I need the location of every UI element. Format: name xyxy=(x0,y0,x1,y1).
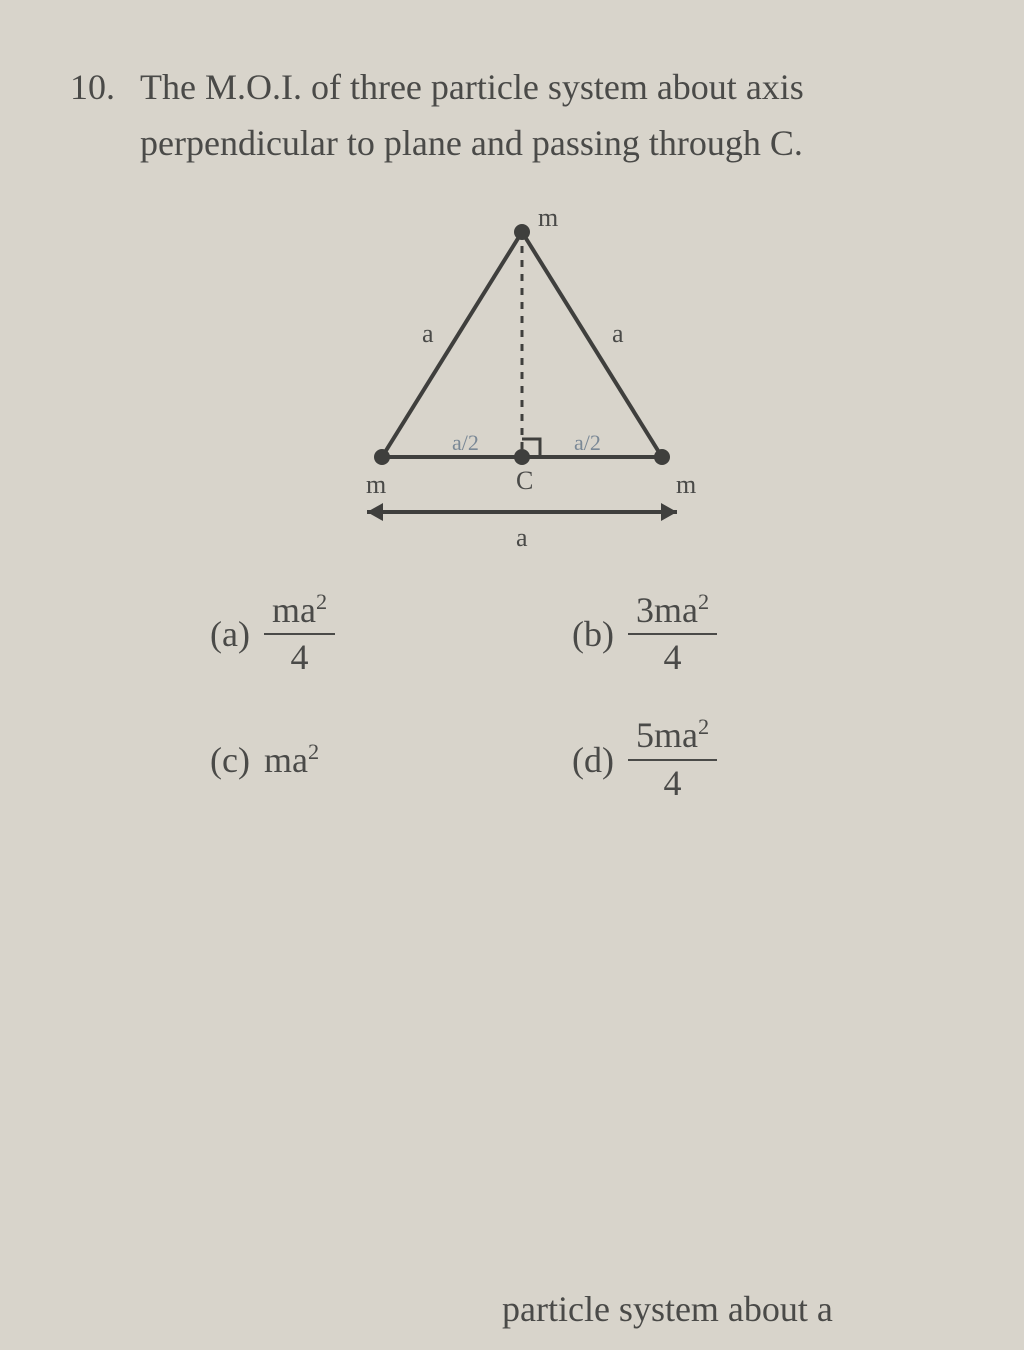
svg-text:m: m xyxy=(538,203,558,232)
option-b[interactable]: (b) 3ma2 4 xyxy=(572,592,934,678)
option-a-value: ma2 4 xyxy=(264,592,335,678)
option-d[interactable]: (d) 5ma2 4 xyxy=(572,717,934,803)
svg-text:a: a xyxy=(516,523,528,552)
svg-text:m: m xyxy=(366,470,386,499)
svg-text:a: a xyxy=(612,319,624,348)
question-line-1: The M.O.I. of three particle system abou… xyxy=(140,67,804,107)
svg-text:C: C xyxy=(516,466,533,495)
question-line-2: perpendicular to plane and passing throu… xyxy=(140,123,803,163)
option-b-value: 3ma2 4 xyxy=(628,592,717,678)
option-row-2: (c) ma2 (d) 5ma2 4 xyxy=(210,717,934,803)
option-row-1: (a) ma2 4 (b) 3ma2 4 xyxy=(210,592,934,678)
option-c[interactable]: (c) ma2 xyxy=(210,739,572,781)
option-a[interactable]: (a) ma2 4 xyxy=(210,592,572,678)
option-d-label: (d) xyxy=(572,739,614,781)
question-number: 10. xyxy=(70,60,140,116)
page: 10.The M.O.I. of three particle system a… xyxy=(0,0,1024,1350)
option-c-value: ma2 xyxy=(264,739,319,781)
triangle-diagram: a a a a/2 a/2 m m m C xyxy=(312,202,732,562)
svg-text:a/2: a/2 xyxy=(574,430,601,455)
svg-text:a: a xyxy=(422,319,434,348)
svg-text:a/2: a/2 xyxy=(452,430,479,455)
svg-text:m: m xyxy=(676,470,696,499)
options-block: (a) ma2 4 (b) 3ma2 4 (c) ma2 (d) xyxy=(70,592,974,803)
option-a-label: (a) xyxy=(210,613,250,655)
question-text: 10.The M.O.I. of three particle system a… xyxy=(70,60,974,172)
option-b-label: (b) xyxy=(572,613,614,655)
option-d-value: 5ma2 4 xyxy=(628,717,717,803)
next-page-peek: xxxxxxxxxxxxxxxxxxxxxxxxparticle system … xyxy=(70,1288,1024,1330)
option-c-label: (c) xyxy=(210,739,250,781)
